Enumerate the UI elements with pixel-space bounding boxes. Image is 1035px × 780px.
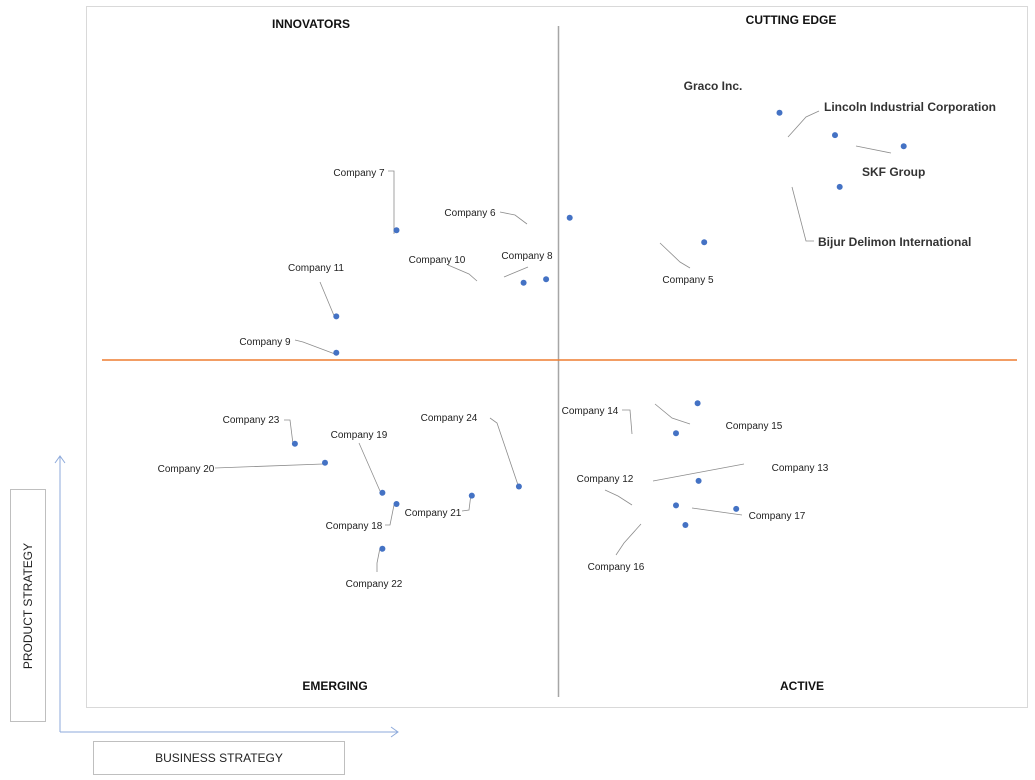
label-company-16: Company 16 xyxy=(588,562,645,573)
point-company-14 xyxy=(673,430,679,437)
leader-line-company-12 xyxy=(604,489,633,506)
point-company-11 xyxy=(333,313,340,320)
leader-line-company-19 xyxy=(358,442,381,492)
label-company-7: Company 7 xyxy=(333,168,385,179)
point-company-7 xyxy=(393,227,400,234)
leader-line-company-21 xyxy=(461,493,472,512)
leader-line-lincoln-industrial-corporation xyxy=(787,110,820,138)
label-bijur-delimon-international: Bijur Delimon International xyxy=(818,235,971,249)
leader-line-skf-group xyxy=(855,145,892,154)
label-skf-group: SKF Group xyxy=(862,165,925,179)
leader-line-company-13 xyxy=(652,463,745,482)
point-company-5 xyxy=(701,239,708,246)
leader-line-company-23 xyxy=(284,419,294,445)
leader-line-company-17 xyxy=(691,507,743,516)
leader-line-company-8 xyxy=(503,266,529,278)
point-company-19 xyxy=(379,489,386,496)
point-company-8 xyxy=(543,276,550,283)
label-company-6: Company 6 xyxy=(444,208,496,219)
point-lincoln-industrial-corporation xyxy=(832,132,838,139)
quadrant-label-active: ACTIVE xyxy=(780,679,824,693)
point-company-9 xyxy=(333,349,340,356)
label-company-10: Company 10 xyxy=(409,255,466,266)
label-graco-inc: Graco Inc. xyxy=(684,79,743,93)
label-company-15: Company 15 xyxy=(726,421,783,432)
y-axis-arrowhead xyxy=(54,455,66,464)
point-company-10 xyxy=(520,279,527,286)
leader-line-company-20 xyxy=(214,463,324,469)
leader-line-company-14 xyxy=(622,409,633,435)
label-company-23: Company 23 xyxy=(223,415,280,426)
leader-line-bijur-delimon-international xyxy=(791,186,814,242)
leader-line-company-18 xyxy=(385,504,395,526)
point-bijur-delimon-international xyxy=(836,183,843,190)
x-axis-arrowhead xyxy=(390,726,399,738)
label-company-5: Company 5 xyxy=(662,275,714,286)
label-company-8: Company 8 xyxy=(501,251,553,262)
point-skf-group xyxy=(900,143,907,150)
x-axis-title-box: BUSINESS STRATEGY xyxy=(93,741,345,775)
x-axis-title: BUSINESS STRATEGY xyxy=(155,751,283,765)
label-company-19: Company 19 xyxy=(331,430,388,441)
plot-frame xyxy=(86,6,1028,708)
point-company-23 xyxy=(291,440,298,447)
label-company-17: Company 17 xyxy=(749,511,806,522)
point-company-18 xyxy=(393,501,400,507)
point-company-6 xyxy=(566,214,573,221)
point-labels: Graco Inc. Lincoln Industrial Corporation… xyxy=(158,79,996,590)
label-company-24: Company 24 xyxy=(421,413,478,424)
point-company-22 xyxy=(379,545,386,552)
label-company-14: Company 14 xyxy=(562,406,619,417)
leader-line-company-7 xyxy=(388,170,395,234)
quadrant-label-innovators: INNOVATORS xyxy=(272,17,350,31)
leader-line-company-15 xyxy=(654,403,691,425)
leader-line-company-22 xyxy=(376,547,381,572)
point-company-12 xyxy=(673,502,679,509)
quadrant-label-cutting-edge: CUTTING EDGE xyxy=(746,13,837,27)
point-company-13 xyxy=(695,477,702,484)
point-company-20 xyxy=(322,459,328,466)
point-company-21 xyxy=(468,492,475,499)
leader-line-company-10 xyxy=(447,264,478,282)
label-company-22: Company 22 xyxy=(346,579,403,590)
leader-line-company-16 xyxy=(615,523,642,556)
point-company-16 xyxy=(682,522,689,528)
point-graco-inc xyxy=(776,109,783,116)
leader-lines xyxy=(214,110,892,572)
point-company-17 xyxy=(733,505,740,512)
y-axis-title: PRODUCT STRATEGY xyxy=(21,542,36,669)
leader-line-company-11 xyxy=(319,281,336,319)
label-company-13: Company 13 xyxy=(772,463,829,474)
data-points xyxy=(291,109,907,552)
point-company-24 xyxy=(515,483,522,490)
label-company-12: Company 12 xyxy=(577,474,634,485)
label-company-20: Company 20 xyxy=(158,464,215,475)
label-company-21: Company 21 xyxy=(405,508,462,519)
label-lincoln-industrial-corporation: Lincoln Industrial Corporation xyxy=(824,100,996,114)
y-axis-title-box: PRODUCT STRATEGY xyxy=(10,489,46,722)
label-company-11: Company 11 xyxy=(288,263,344,274)
label-company-18: Company 18 xyxy=(326,521,383,532)
point-company-15 xyxy=(694,400,701,407)
quadrant-label-emerging: EMERGING xyxy=(302,679,367,693)
leader-line-company-5 xyxy=(659,242,691,269)
label-company-9: Company 9 xyxy=(239,337,291,348)
leader-line-company-9 xyxy=(294,339,336,355)
leader-line-company-6 xyxy=(499,211,528,225)
leader-line-company-24 xyxy=(489,417,519,486)
